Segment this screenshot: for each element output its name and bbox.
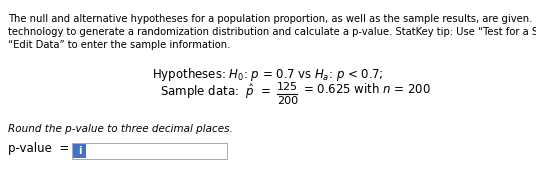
Text: 125: 125: [277, 82, 298, 92]
Text: Round the p-value to three decimal places.: Round the p-value to three decimal place…: [8, 124, 233, 134]
Bar: [72, 143, 227, 159]
Text: “Edit Data” to enter the sample information.: “Edit Data” to enter the sample informat…: [8, 40, 230, 50]
Text: p-value  =: p-value =: [8, 142, 69, 155]
Text: technology to generate a randomization distribution and calculate a p-value. Sta: technology to generate a randomization d…: [8, 27, 536, 37]
Text: 200: 200: [277, 96, 298, 106]
Text: The null and alternative hypotheses for a population proportion, as well as the : The null and alternative hypotheses for …: [8, 14, 536, 24]
Text: = 0.625 with $n$ = 200: = 0.625 with $n$ = 200: [303, 82, 431, 96]
Text: Sample data:  $\hat{p}$  =: Sample data: $\hat{p}$ =: [160, 82, 271, 101]
Text: i: i: [78, 146, 81, 156]
Bar: [73, 144, 86, 158]
Text: Hypotheses: $H_0$: $p$ = 0.7 vs $H_a$: $p$ < 0.7;: Hypotheses: $H_0$: $p$ = 0.7 vs $H_a$: $…: [152, 66, 384, 83]
